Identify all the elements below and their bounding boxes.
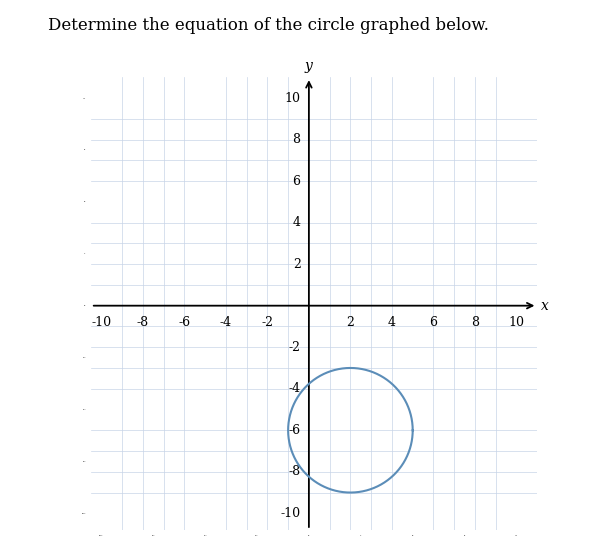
Text: 8: 8: [292, 133, 301, 146]
Text: 4: 4: [292, 216, 301, 229]
Text: 6: 6: [429, 316, 437, 329]
Text: 4: 4: [388, 316, 396, 329]
Text: 10: 10: [284, 92, 301, 104]
Text: -10: -10: [91, 316, 111, 329]
Text: 2: 2: [347, 316, 355, 329]
Text: -2: -2: [289, 341, 301, 354]
Text: x: x: [541, 299, 549, 312]
Text: -6: -6: [289, 424, 301, 437]
Text: 8: 8: [471, 316, 479, 329]
Text: -8: -8: [289, 465, 301, 478]
Text: -8: -8: [137, 316, 149, 329]
Text: -10: -10: [280, 507, 301, 520]
Text: 2: 2: [293, 258, 301, 270]
Text: -2: -2: [262, 316, 274, 329]
Text: -4: -4: [220, 316, 232, 329]
Text: Determine the equation of the circle graphed below.: Determine the equation of the circle gra…: [48, 17, 489, 34]
Text: -4: -4: [289, 382, 301, 395]
Text: 6: 6: [292, 174, 301, 188]
Text: 10: 10: [509, 316, 524, 329]
Text: -6: -6: [178, 316, 190, 329]
Text: y: y: [305, 59, 313, 73]
